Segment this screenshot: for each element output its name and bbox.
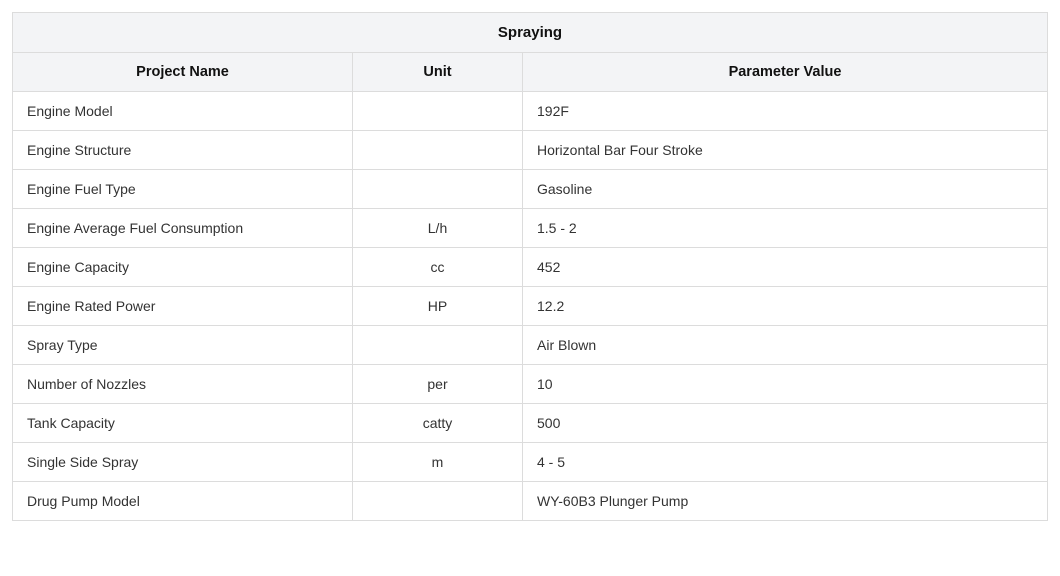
col-header-value: Parameter Value xyxy=(523,53,1048,92)
table-row: Number of Nozzles per 10 xyxy=(13,365,1048,404)
cell-project: Spray Type xyxy=(13,326,353,365)
cell-unit xyxy=(353,170,523,209)
cell-unit xyxy=(353,92,523,131)
table-title: Spraying xyxy=(13,13,1048,53)
cell-value: 192F xyxy=(523,92,1048,131)
table-row: Spray Type Air Blown xyxy=(13,326,1048,365)
cell-project: Engine Average Fuel Consumption xyxy=(13,209,353,248)
table-title-row: Spraying xyxy=(13,13,1048,53)
table-row: Engine Structure Horizontal Bar Four Str… xyxy=(13,131,1048,170)
col-header-project: Project Name xyxy=(13,53,353,92)
cell-project: Engine Fuel Type xyxy=(13,170,353,209)
cell-value: 1.5 - 2 xyxy=(523,209,1048,248)
cell-unit: cc xyxy=(353,248,523,287)
cell-unit: m xyxy=(353,443,523,482)
cell-unit xyxy=(353,326,523,365)
cell-project: Single Side Spray xyxy=(13,443,353,482)
cell-value: Gasoline xyxy=(523,170,1048,209)
cell-unit: HP xyxy=(353,287,523,326)
cell-project: Tank Capacity xyxy=(13,404,353,443)
cell-project: Engine Structure xyxy=(13,131,353,170)
table-row: Engine Average Fuel Consumption L/h 1.5 … xyxy=(13,209,1048,248)
cell-value: WY-60B3 Plunger Pump xyxy=(523,482,1048,521)
cell-project: Number of Nozzles xyxy=(13,365,353,404)
cell-value: Air Blown xyxy=(523,326,1048,365)
table-row: Single Side Spray m 4 - 5 xyxy=(13,443,1048,482)
table-body: Engine Model 192F Engine Structure Horiz… xyxy=(13,92,1048,521)
cell-value: 4 - 5 xyxy=(523,443,1048,482)
cell-project: Engine Model xyxy=(13,92,353,131)
cell-project: Engine Rated Power xyxy=(13,287,353,326)
spec-table: Spraying Project Name Unit Parameter Val… xyxy=(12,12,1048,521)
col-header-unit: Unit xyxy=(353,53,523,92)
table-row: Drug Pump Model WY-60B3 Plunger Pump xyxy=(13,482,1048,521)
cell-value: 452 xyxy=(523,248,1048,287)
cell-unit xyxy=(353,131,523,170)
table-row: Engine Model 192F xyxy=(13,92,1048,131)
cell-unit: L/h xyxy=(353,209,523,248)
cell-unit xyxy=(353,482,523,521)
cell-value: 10 xyxy=(523,365,1048,404)
table-row: Tank Capacity catty 500 xyxy=(13,404,1048,443)
cell-project: Drug Pump Model xyxy=(13,482,353,521)
table-row: Engine Fuel Type Gasoline xyxy=(13,170,1048,209)
cell-value: Horizontal Bar Four Stroke xyxy=(523,131,1048,170)
table-header-row: Project Name Unit Parameter Value xyxy=(13,53,1048,92)
cell-unit: catty xyxy=(353,404,523,443)
cell-project: Engine Capacity xyxy=(13,248,353,287)
table-row: Engine Rated Power HP 12.2 xyxy=(13,287,1048,326)
cell-unit: per xyxy=(353,365,523,404)
table-row: Engine Capacity cc 452 xyxy=(13,248,1048,287)
cell-value: 12.2 xyxy=(523,287,1048,326)
cell-value: 500 xyxy=(523,404,1048,443)
